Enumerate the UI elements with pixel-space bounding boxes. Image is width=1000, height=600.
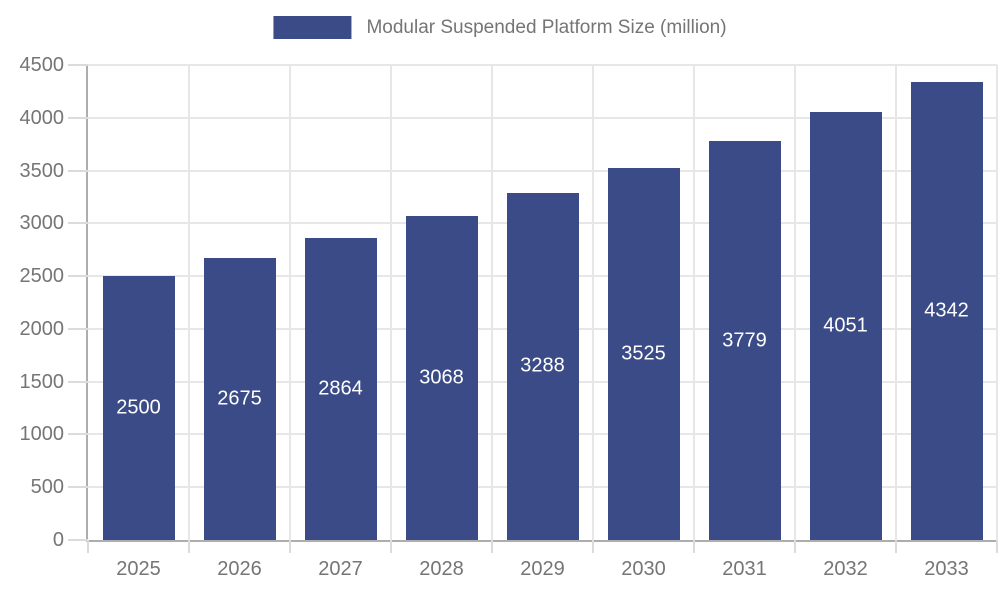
y-tick: [68, 486, 88, 489]
v-gridline: [693, 65, 695, 540]
bar[interactable]: 4342: [910, 81, 983, 540]
y-axis-line: [86, 65, 88, 542]
y-axis-label: 3500: [19, 159, 65, 182]
h-gridline: [88, 169, 997, 172]
y-axis-label: 1000: [19, 423, 65, 446]
x-axis-line: [86, 540, 997, 542]
bar[interactable]: 3525: [607, 167, 680, 540]
x-tick: [390, 540, 392, 553]
x-axis-label: 2032: [823, 558, 868, 580]
bar[interactable]: 4051: [809, 112, 882, 540]
legend-label: Modular Suspended Platform Size (million…: [366, 17, 727, 38]
v-gridline: [895, 65, 897, 540]
y-axis-label: 3000: [19, 212, 65, 235]
h-gridline: [88, 64, 997, 66]
y-tick: [68, 169, 88, 172]
bar-value-label: 3068: [419, 366, 464, 389]
bar-value-label: 2675: [217, 387, 262, 410]
bar-value-label: 2864: [318, 377, 363, 400]
x-tick: [895, 540, 897, 553]
y-tick: [68, 116, 88, 119]
h-gridline: [88, 116, 997, 119]
y-tick: [68, 380, 88, 383]
v-gridline: [491, 65, 493, 540]
x-tick: [87, 540, 89, 553]
v-gridline: [996, 65, 998, 540]
bar[interactable]: 2864: [304, 237, 377, 540]
y-axis-label: 4000: [19, 106, 65, 129]
bar[interactable]: 3779: [708, 141, 781, 540]
y-tick: [68, 64, 88, 66]
legend-swatch: [273, 16, 352, 39]
x-tick: [289, 540, 291, 553]
y-axis-label: 4500: [19, 54, 65, 76]
v-gridline: [289, 65, 291, 540]
bar-value-label: 4342: [924, 299, 969, 322]
x-axis-label: 2028: [419, 558, 464, 580]
x-tick: [693, 540, 695, 553]
bar[interactable]: 2500: [102, 276, 175, 540]
x-axis-label: 2031: [722, 558, 767, 580]
y-axis-label: 1500: [19, 370, 65, 393]
bar-value-label: 4051: [823, 314, 868, 337]
v-gridline: [794, 65, 796, 540]
x-axis-label: 2027: [318, 558, 363, 580]
y-tick: [68, 433, 88, 436]
y-tick: [68, 222, 88, 225]
x-tick: [794, 540, 796, 553]
x-axis-label: 2033: [924, 558, 969, 580]
x-axis-label: 2025: [116, 558, 161, 580]
bar-value-label: 3779: [722, 329, 767, 352]
bar-value-label: 3525: [621, 342, 666, 365]
x-tick: [188, 540, 190, 553]
x-tick: [491, 540, 493, 553]
legend[interactable]: Modular Suspended Platform Size (million…: [273, 16, 727, 39]
y-axis-label: 0: [52, 529, 64, 551]
bar-value-label: 2500: [116, 396, 161, 419]
y-tick: [68, 327, 88, 330]
v-gridline: [390, 65, 392, 540]
x-axis-label: 2026: [217, 558, 262, 580]
x-axis-label: 2030: [621, 558, 666, 580]
bar-value-label: 3288: [520, 354, 565, 377]
bar[interactable]: 2675: [203, 257, 276, 540]
plot-area: 2500 2675 2864 3068 3288 3525 3779 4051 4342: [86, 64, 998, 542]
bar[interactable]: 3288: [506, 192, 579, 540]
v-gridline: [188, 65, 190, 540]
y-axis-label: 2000: [19, 317, 65, 340]
bar[interactable]: 3068: [405, 216, 478, 540]
y-axis-label: 500: [30, 476, 64, 499]
y-tick: [68, 275, 88, 278]
x-tick: [996, 540, 998, 553]
x-axis-label: 2029: [520, 558, 565, 580]
v-gridline: [592, 65, 594, 540]
y-axis-label: 2500: [19, 265, 65, 288]
x-tick: [592, 540, 594, 553]
y-tick: [68, 539, 88, 541]
